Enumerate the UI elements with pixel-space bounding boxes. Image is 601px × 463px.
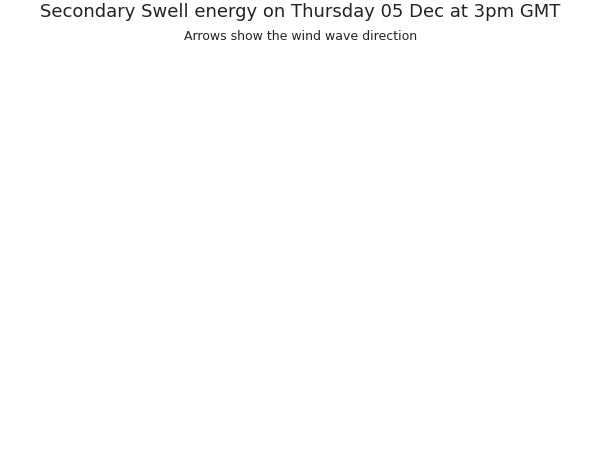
- Text: Arrows show the wind wave direction: Arrows show the wind wave direction: [184, 30, 417, 43]
- Text: Requires cartopy: Requires cartopy: [242, 249, 359, 263]
- Text: Secondary Swell energy on Thursday 05 Dec at 3pm GMT: Secondary Swell energy on Thursday 05 De…: [40, 3, 561, 21]
